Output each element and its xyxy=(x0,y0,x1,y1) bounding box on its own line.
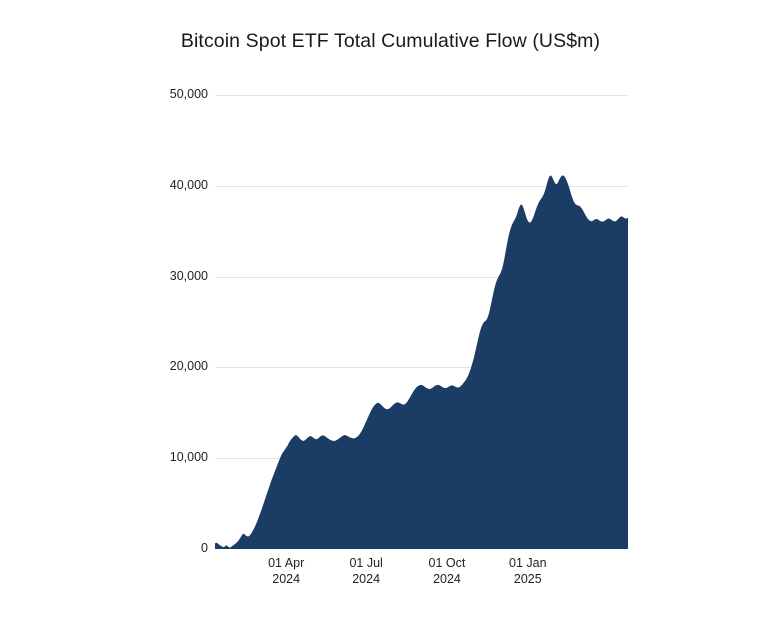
x-axis-tick-month-day: 01 Oct xyxy=(428,556,466,570)
x-axis-tick-year: 2024 xyxy=(352,571,381,586)
y-axis-tick-label: 30,000 xyxy=(169,268,208,283)
x-axis-tick-year: 2024 xyxy=(433,571,461,586)
plot-area xyxy=(215,95,628,549)
y-axis-tick-label: 50,000 xyxy=(169,87,208,101)
y-axis-tick-label: 10,000 xyxy=(169,450,208,465)
x-axis-tick-month-day: 01 Jul xyxy=(349,556,383,570)
gridline-30000 xyxy=(215,276,628,278)
area-series-bitcoin-etf-cumulative-flow xyxy=(215,175,628,549)
gridline-50000 xyxy=(215,95,628,96)
y-axis-tick-label: 0 xyxy=(201,541,208,555)
x-axis-tick-year: 2024 xyxy=(272,571,301,586)
x-axis-tick-label: 01 Apr 2024 xyxy=(226,556,346,587)
chart-title: Bitcoin Spot ETF Total Cumulative Flow (… xyxy=(180,30,601,52)
y-axis-tick-label: 20,000 xyxy=(169,359,208,374)
x-axis-tick-month-day: 01 Jan xyxy=(509,556,547,570)
area-fill-path xyxy=(215,175,628,549)
x-axis-tick-label: 01 Oct 2024 xyxy=(387,556,507,587)
x-axis-tick-label: 01 Jan 2025 xyxy=(468,556,588,587)
x-axis-tick-label: 01 Jul 2024 xyxy=(306,556,426,587)
x-axis-tick-year: 2025 xyxy=(513,571,542,586)
gridline-20000 xyxy=(215,367,628,369)
gridline-40000 xyxy=(215,185,628,187)
y-axis-labels: 50,000 40,000 30,000 20,000 10,000 0 xyxy=(138,0,208,631)
x-axis-tick-month-day: 01 Apr xyxy=(268,556,305,570)
y-axis-tick-label: 40,000 xyxy=(169,177,208,192)
